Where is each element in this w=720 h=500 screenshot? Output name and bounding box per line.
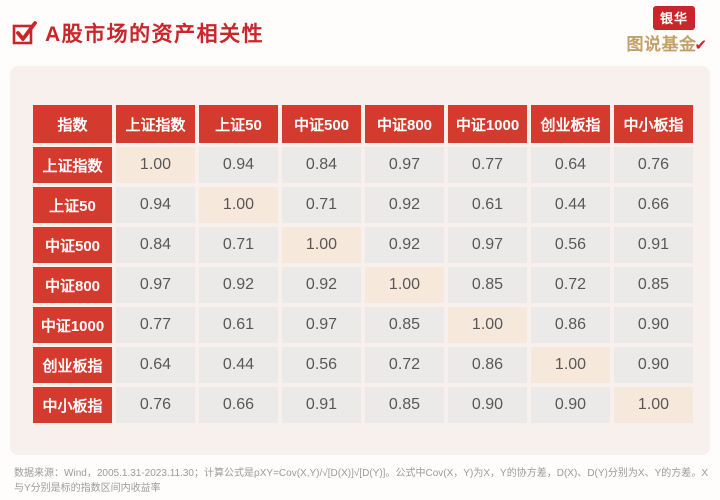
- table-header: 指数 上证指数 上证50 中证500 中证800 中证1000 创业板指 中小板指: [33, 105, 693, 143]
- value-cell: 0.92: [365, 187, 444, 223]
- column-header: 中小板指: [614, 105, 693, 143]
- value-cell: 0.85: [365, 307, 444, 343]
- row-header: 创业板指: [33, 347, 112, 383]
- value-cell: 0.92: [365, 227, 444, 263]
- content-panel: 指数 上证指数 上证50 中证500 中证800 中证1000 创业板指 中小板指 上证指数 1…: [10, 66, 710, 455]
- checkbox-check-icon: [12, 19, 37, 51]
- table-row: 中小板指 0.76 0.66 0.91 0.85 0.90 0.90 1.00: [33, 387, 693, 423]
- table-row: 创业板指 0.64 0.44 0.56 0.72 0.86 1.00 0.90: [33, 347, 693, 383]
- table-row: 中证1000 0.77 0.61 0.97 0.85 1.00 0.86 0.90: [33, 307, 693, 343]
- row-header: 中证500: [33, 227, 112, 263]
- value-cell: 0.72: [531, 267, 610, 303]
- value-cell: 1.00: [365, 267, 444, 303]
- row-header: 中证800: [33, 267, 112, 303]
- source-footnote: 数据来源：Wind，2005.1.31-2023.11.30；计算公式是ρXY=…: [14, 468, 708, 494]
- row-header: 上证50: [33, 187, 112, 223]
- value-cell: 0.92: [199, 267, 278, 303]
- brand-logo-tagline-row: 图说基金✔: [622, 30, 712, 55]
- value-cell: 0.76: [614, 147, 693, 183]
- row-header: 中小板指: [33, 387, 112, 423]
- value-cell: 0.61: [448, 187, 527, 223]
- value-cell: 0.61: [199, 307, 278, 343]
- value-cell: 0.56: [282, 347, 361, 383]
- header-row: 指数 上证指数 上证50 中证500 中证800 中证1000 创业板指 中小板指: [33, 105, 693, 143]
- value-cell: 0.91: [614, 227, 693, 263]
- value-cell: 0.64: [116, 347, 195, 383]
- value-cell: 0.86: [531, 307, 610, 343]
- column-header: 上证指数: [116, 105, 195, 143]
- table-row: 上证指数 1.00 0.94 0.84 0.97 0.77 0.64 0.76: [33, 147, 693, 183]
- value-cell: 0.44: [531, 187, 610, 223]
- value-cell: 1.00: [116, 147, 195, 183]
- value-cell: 0.56: [531, 227, 610, 263]
- value-cell: 0.85: [365, 387, 444, 423]
- value-cell: 0.91: [282, 387, 361, 423]
- table-body: 上证指数 1.00 0.94 0.84 0.97 0.77 0.64 0.76 上证50 0.94…: [33, 147, 693, 423]
- value-cell: 1.00: [448, 307, 527, 343]
- value-cell: 0.72: [365, 347, 444, 383]
- correlation-table: 指数 上证指数 上证50 中证500 中证800 中证1000 创业板指 中小板指 上证指数 1…: [29, 101, 697, 427]
- header: A股市场的资产相关性 银华 图说基金✔: [12, 6, 712, 64]
- table-row: 中证500 0.84 0.71 1.00 0.92 0.97 0.56 0.91: [33, 227, 693, 263]
- value-cell: 0.44: [199, 347, 278, 383]
- page-title: A股市场的资产相关性: [45, 23, 265, 46]
- value-cell: 0.97: [365, 147, 444, 183]
- value-cell: 0.64: [531, 147, 610, 183]
- brand-check-icon: ✔: [694, 37, 708, 54]
- brand-logo-name: 银华: [652, 6, 695, 30]
- corner-header: 指数: [33, 105, 112, 143]
- value-cell: 0.94: [199, 147, 278, 183]
- value-cell: 0.71: [199, 227, 278, 263]
- value-cell: 0.66: [199, 387, 278, 423]
- value-cell: 0.77: [116, 307, 195, 343]
- value-cell: 0.66: [614, 187, 693, 223]
- brand-logo: 银华 图说基金✔: [622, 6, 712, 55]
- value-cell: 0.86: [448, 347, 527, 383]
- column-header: 中证500: [282, 105, 361, 143]
- column-header: 中证800: [365, 105, 444, 143]
- column-header: 中证1000: [448, 105, 527, 143]
- value-cell: 0.84: [282, 147, 361, 183]
- column-header: 创业板指: [531, 105, 610, 143]
- value-cell: 0.97: [116, 267, 195, 303]
- value-cell: 0.90: [448, 387, 527, 423]
- value-cell: 1.00: [282, 227, 361, 263]
- row-header: 中证1000: [33, 307, 112, 343]
- table-row: 中证800 0.97 0.92 0.92 1.00 0.85 0.72 0.85: [33, 267, 693, 303]
- row-header: 上证指数: [33, 147, 112, 183]
- value-cell: 1.00: [614, 387, 693, 423]
- value-cell: 0.71: [282, 187, 361, 223]
- brand-logo-tagline: 图说基金: [626, 35, 697, 54]
- value-cell: 0.90: [614, 307, 693, 343]
- value-cell: 0.76: [116, 387, 195, 423]
- value-cell: 0.90: [531, 387, 610, 423]
- value-cell: 0.90: [614, 347, 693, 383]
- value-cell: 1.00: [531, 347, 610, 383]
- column-header: 上证50: [199, 105, 278, 143]
- value-cell: 0.92: [282, 267, 361, 303]
- value-cell: 0.85: [614, 267, 693, 303]
- value-cell: 1.00: [199, 187, 278, 223]
- value-cell: 0.97: [282, 307, 361, 343]
- value-cell: 0.84: [116, 227, 195, 263]
- value-cell: 0.85: [448, 267, 527, 303]
- value-cell: 0.94: [116, 187, 195, 223]
- value-cell: 0.97: [448, 227, 527, 263]
- table-row: 上证50 0.94 1.00 0.71 0.92 0.61 0.44 0.66: [33, 187, 693, 223]
- value-cell: 0.77: [448, 147, 527, 183]
